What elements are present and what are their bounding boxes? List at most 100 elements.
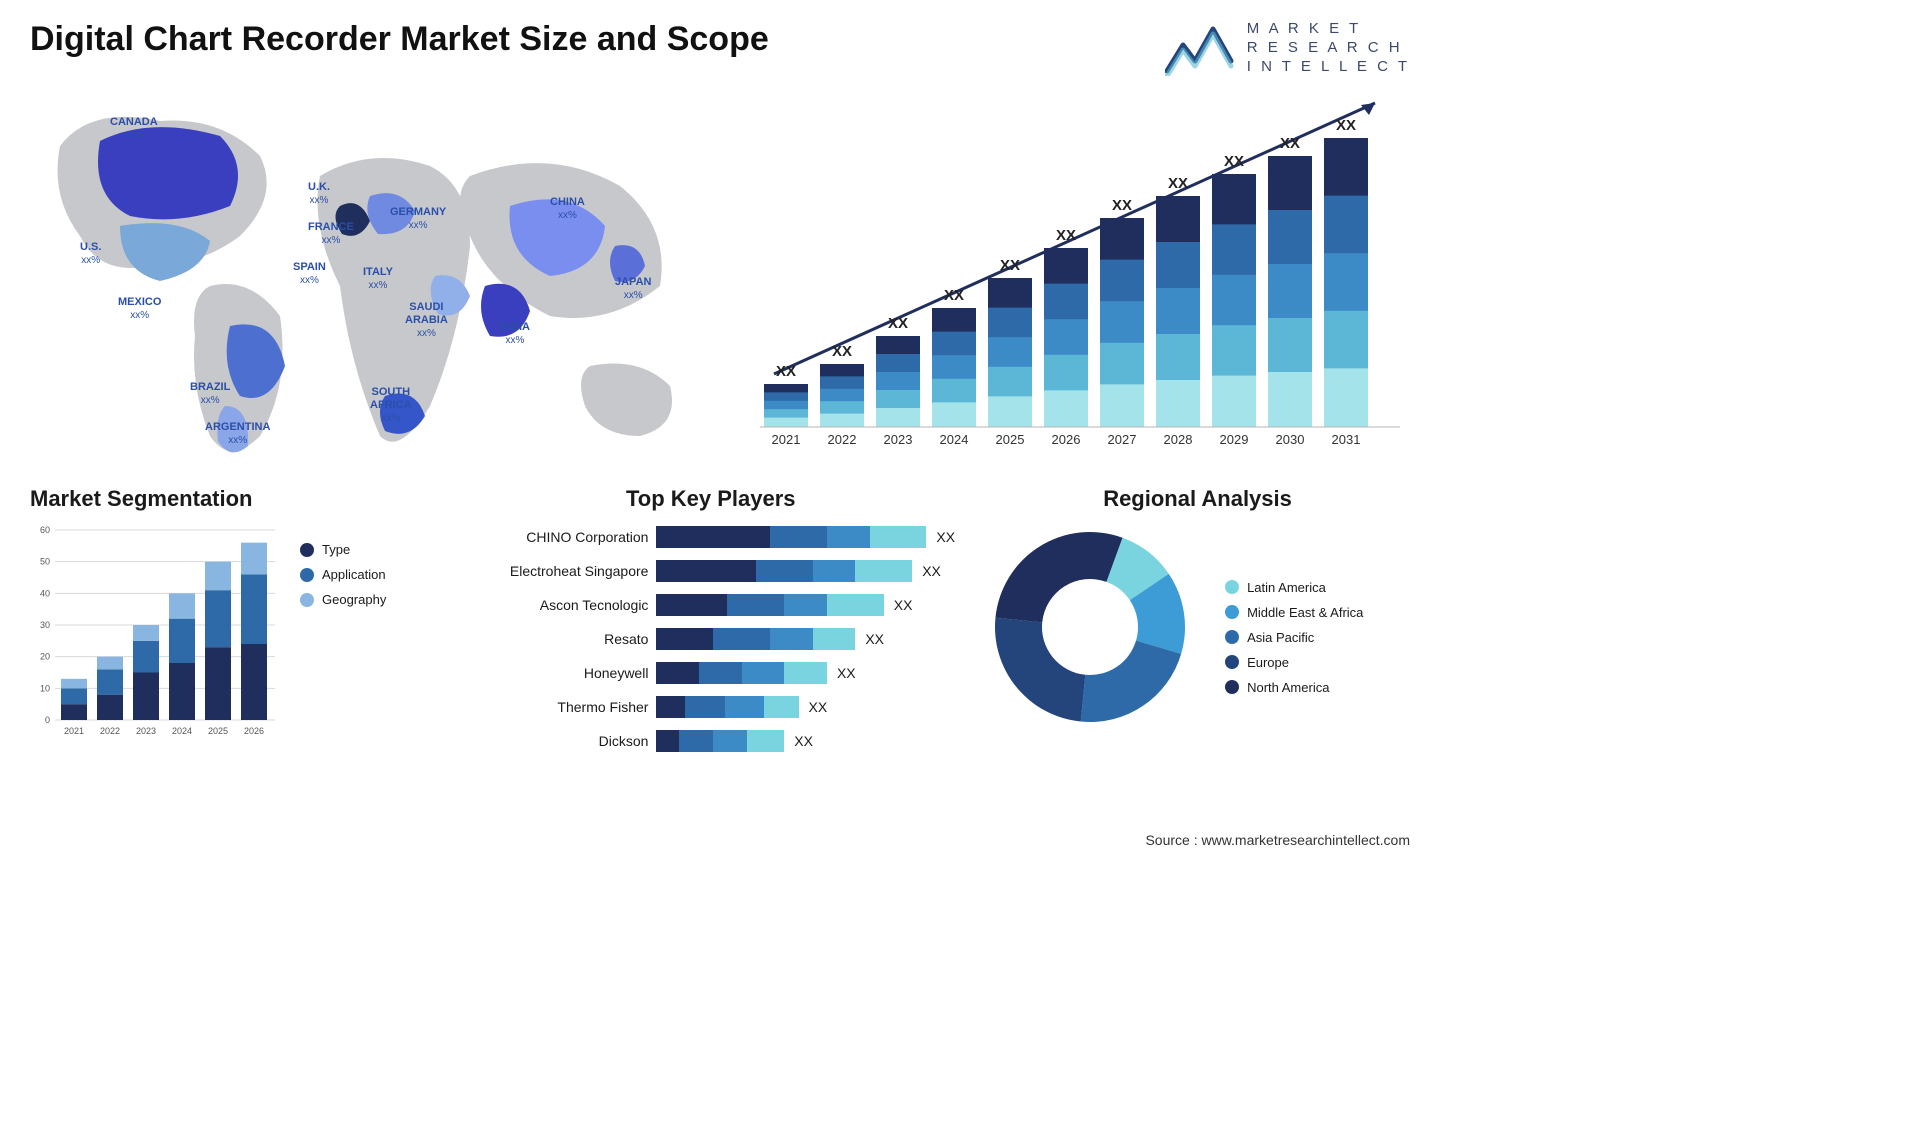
svg-text:2021: 2021: [64, 726, 84, 736]
player-bar-segment: [813, 560, 856, 582]
legend-swatch-icon: [300, 593, 314, 607]
legend-label: Application: [322, 567, 386, 582]
svg-text:XX: XX: [1280, 135, 1300, 152]
player-bar-segment: [656, 696, 684, 718]
legend-item: Type: [300, 542, 386, 557]
player-name: CHINO Corporation: [466, 529, 656, 545]
player-bar: [656, 526, 926, 548]
regional-panel: Regional Analysis Latin America Middle Ea…: [985, 486, 1410, 772]
svg-text:2026: 2026: [1052, 432, 1081, 447]
svg-text:0: 0: [45, 715, 50, 725]
player-value: XX: [794, 733, 813, 749]
player-name: Ascon Tecnologic: [466, 597, 656, 613]
map-label: SOUTHAFRICAxx%: [370, 386, 412, 424]
legend-swatch-icon: [1225, 605, 1239, 619]
player-bar-segment: [725, 696, 765, 718]
player-bar-segment: [713, 628, 770, 650]
legend-item: Geography: [300, 592, 386, 607]
player-value: XX: [936, 529, 955, 545]
player-value: XX: [922, 563, 941, 579]
regional-title: Regional Analysis: [985, 486, 1410, 512]
legend-label: Middle East & Africa: [1247, 605, 1363, 620]
map-label: MEXICOxx%: [118, 296, 161, 321]
player-bar-segment: [855, 560, 912, 582]
svg-text:XX: XX: [776, 363, 796, 380]
player-bar: [656, 696, 798, 718]
player-bar-segment: [764, 696, 798, 718]
legend-swatch-icon: [300, 543, 314, 557]
player-bar-segment: [813, 628, 856, 650]
player-bar-segment: [827, 526, 870, 548]
player-row: Ascon Tecnologic XX: [466, 590, 955, 620]
legend-item: Application: [300, 567, 386, 582]
player-bar-segment: [656, 662, 699, 684]
segmentation-title: Market Segmentation: [30, 486, 436, 512]
players-title: Top Key Players: [466, 486, 955, 512]
legend-label: Europe: [1247, 655, 1289, 670]
player-bar-segment: [713, 730, 747, 752]
svg-text:2023: 2023: [136, 726, 156, 736]
player-bar: [656, 628, 855, 650]
player-row: Thermo FisherXX: [466, 692, 955, 722]
map-label: SPAINxx%: [293, 261, 326, 286]
legend-item: Asia Pacific: [1225, 630, 1363, 645]
player-bar: [656, 560, 912, 582]
svg-text:10: 10: [40, 684, 50, 694]
player-value: XX: [894, 597, 913, 613]
legend-swatch-icon: [1225, 630, 1239, 644]
player-name: Dickson: [466, 733, 656, 749]
svg-text:2025: 2025: [996, 432, 1025, 447]
map-label: GERMANYxx%: [390, 206, 446, 231]
world-map: CANADAxx%U.S.xx%MEXICOxx%BRAZILxx%ARGENT…: [30, 86, 720, 476]
map-label: BRAZILxx%: [190, 381, 230, 406]
player-name: Honeywell: [466, 665, 656, 681]
player-bar-segment: [656, 730, 679, 752]
map-label: FRANCExx%: [308, 221, 354, 246]
segmentation-legend: Type Application Geography: [300, 522, 386, 752]
svg-text:2022: 2022: [100, 726, 120, 736]
player-bar: [656, 730, 784, 752]
player-bar-segment: [656, 560, 755, 582]
logo-text-1: M A R K E T: [1247, 20, 1410, 39]
legend-swatch-icon: [1225, 680, 1239, 694]
player-bar-segment: [699, 662, 742, 684]
growth-bar-chart: XX2021XX2022XX2023XX2024XX2025XX2026XX20…: [760, 86, 1410, 456]
segmentation-chart: 0102030405060202120222023202420252026: [30, 522, 280, 742]
player-bar-segment: [770, 526, 827, 548]
player-bar-segment: [685, 696, 725, 718]
legend-item: Middle East & Africa: [1225, 605, 1363, 620]
logo-mark-icon: [1165, 21, 1235, 76]
map-label: CHINAxx%: [550, 196, 585, 221]
svg-text:XX: XX: [832, 343, 852, 360]
svg-text:30: 30: [40, 620, 50, 630]
player-bar: [656, 662, 827, 684]
player-name: Resato: [466, 631, 656, 647]
player-value: XX: [865, 631, 884, 647]
svg-text:XX: XX: [1224, 153, 1244, 170]
player-bar-segment: [656, 628, 713, 650]
legend-swatch-icon: [300, 568, 314, 582]
map-label: ITALYxx%: [363, 266, 393, 291]
legend-item: North America: [1225, 680, 1363, 695]
map-label: INDIAxx%: [500, 321, 530, 346]
player-bar-segment: [679, 730, 713, 752]
svg-text:XX: XX: [944, 287, 964, 304]
player-bar-segment: [784, 662, 827, 684]
svg-text:2031: 2031: [1332, 432, 1361, 447]
svg-text:2029: 2029: [1220, 432, 1249, 447]
player-row: Electroheat SingaporeXX: [466, 556, 955, 586]
svg-text:20: 20: [40, 652, 50, 662]
map-label: U.K.xx%: [308, 181, 330, 206]
regional-donut-chart: [985, 522, 1195, 732]
player-bar-segment: [870, 526, 927, 548]
page-title: Digital Chart Recorder Market Size and S…: [30, 20, 769, 59]
svg-text:2025: 2025: [208, 726, 228, 736]
player-row: Resato XX: [466, 624, 955, 654]
legend-label: Latin America: [1247, 580, 1326, 595]
svg-text:XX: XX: [1000, 257, 1020, 274]
svg-text:2026: 2026: [244, 726, 264, 736]
player-row: CHINO Corporation XX: [466, 522, 955, 552]
brand-logo: M A R K E T R E S E A R C H I N T E L L …: [1165, 20, 1410, 76]
svg-text:2022: 2022: [828, 432, 857, 447]
map-label: U.S.xx%: [80, 241, 101, 266]
